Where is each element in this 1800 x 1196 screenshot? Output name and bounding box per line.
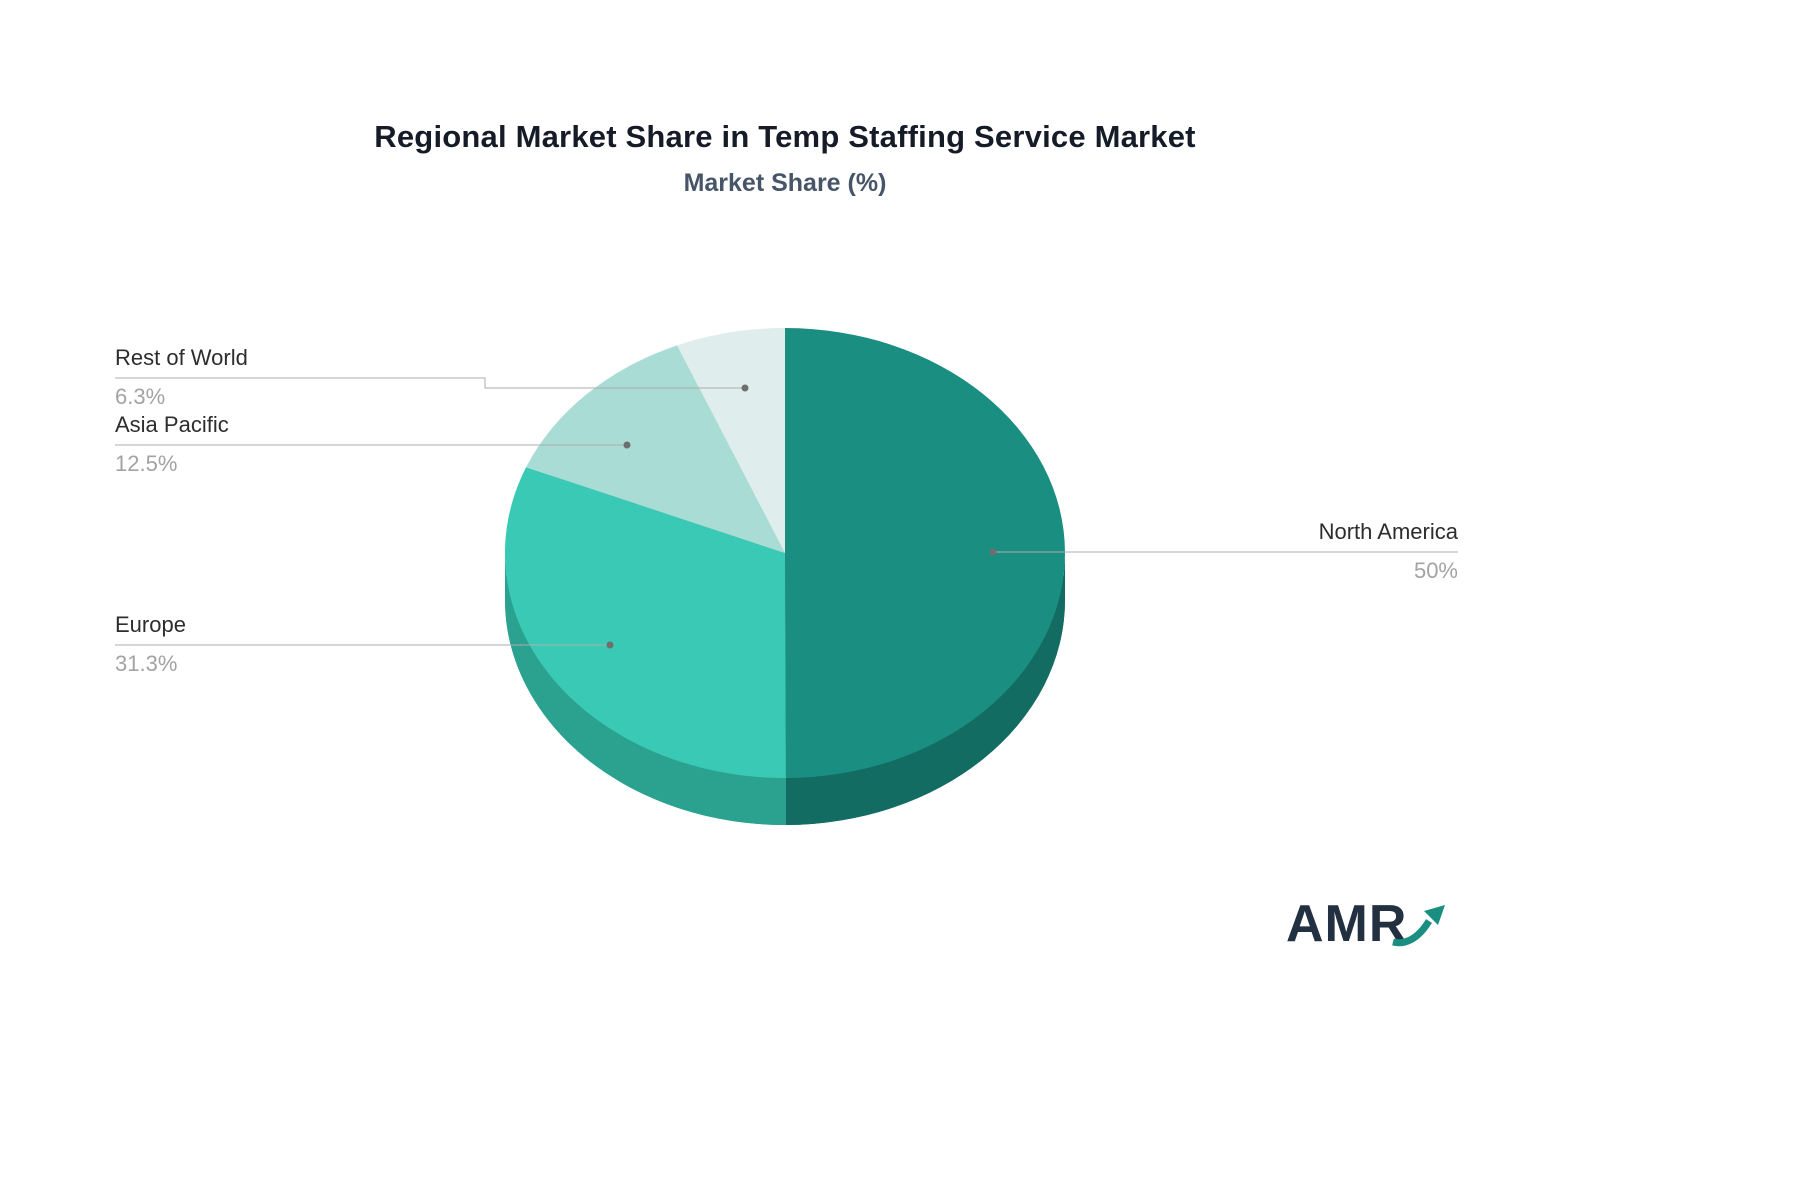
label-north-america-value: 50% bbox=[1413, 558, 1458, 583]
leader-dot-europe bbox=[606, 641, 614, 649]
leader-dot-asia-pacific bbox=[623, 441, 631, 449]
pie-slice-side-north-america bbox=[785, 553, 1065, 825]
leader-dot-rest-of-world bbox=[741, 384, 749, 392]
leader-line-rest-of-world bbox=[115, 377, 745, 389]
chart-title: Regional Market Share in Temp Staffing S… bbox=[374, 119, 1196, 154]
label-europe-name: Europe bbox=[115, 612, 186, 637]
label-europe-value: 31.3% bbox=[115, 651, 178, 676]
leader-dot-north-america bbox=[989, 548, 997, 556]
label-rest-of-world: Rest of World 6.3% bbox=[115, 345, 248, 410]
pie-slice-rest-of-world[interactable] bbox=[677, 328, 785, 553]
amr-logo-arrow-icon bbox=[1392, 905, 1446, 947]
label-rest-of-world-value: 6.3% bbox=[115, 384, 166, 409]
amr-logo: AMR bbox=[1286, 896, 1447, 952]
pie-slice-asia-pacific[interactable] bbox=[526, 345, 785, 553]
pie-slice-north-america[interactable] bbox=[785, 328, 1065, 778]
label-north-america-name: North America bbox=[1318, 519, 1458, 544]
label-asia-pacific-value: 12.5% bbox=[115, 451, 178, 476]
label-europe: Europe 31.3% bbox=[115, 612, 186, 677]
chart-subtitle: Market Share (%) bbox=[683, 169, 887, 197]
label-asia-pacific: Asia Pacific 12.5% bbox=[115, 412, 229, 477]
pie-slice-europe[interactable] bbox=[504, 467, 786, 778]
label-rest-of-world-name: Rest of World bbox=[115, 345, 248, 370]
label-north-america: North America 50% bbox=[1319, 519, 1458, 584]
label-asia-pacific-name: Asia Pacific bbox=[115, 412, 229, 437]
amr-logo-text: AMR bbox=[1286, 895, 1408, 953]
pie-slice-side-europe bbox=[505, 553, 786, 826]
